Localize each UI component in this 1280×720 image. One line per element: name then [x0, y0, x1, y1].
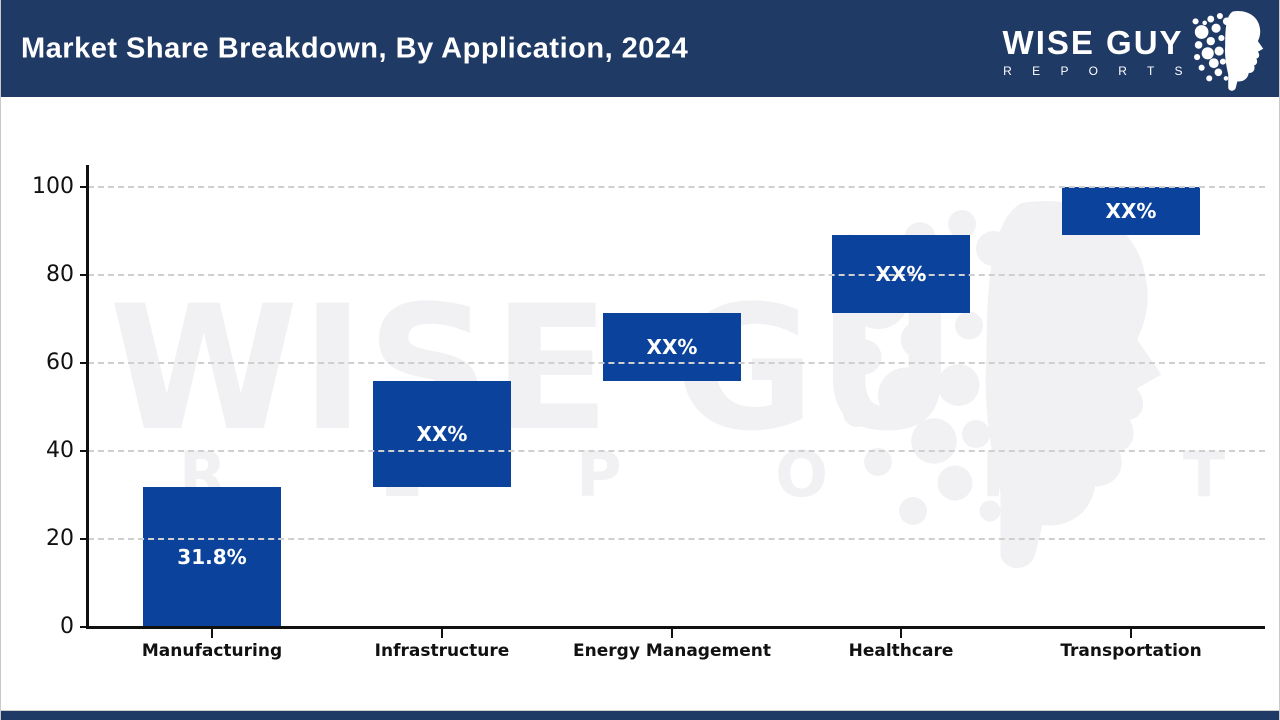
x-tick-mark [211, 629, 213, 638]
brand-logo: WISE GUY R E P O R T S [1003, 4, 1269, 94]
category-label-healthcare: Healthcare [848, 641, 954, 661]
y-tick-label: 60 [46, 350, 74, 375]
x-tick-mark [441, 629, 443, 638]
brand-logo-subtext: R E P O R T S [1003, 64, 1191, 78]
bar-infrastructure [373, 380, 511, 488]
y-tick-mark [80, 186, 88, 188]
gridline-40 [88, 450, 1265, 452]
category-label-infrastructure: Infrastructure [374, 641, 510, 661]
bar-value-label: XX% [646, 334, 698, 359]
y-tick-label: 40 [46, 438, 74, 463]
category-label-manufacturing: Manufacturing [141, 641, 283, 661]
y-tick-label: 0 [60, 614, 74, 639]
x-tick-mark [900, 629, 902, 638]
y-tick-label: 80 [46, 262, 74, 287]
footer-bar [1, 711, 1279, 720]
category-label-energy-management: Energy Management [573, 641, 771, 661]
bar-transportation [1062, 187, 1200, 235]
bar-healthcare [832, 234, 970, 313]
bar-manufacturing [143, 487, 281, 627]
x-axis-line [86, 626, 1265, 629]
y-tick-mark [80, 362, 88, 364]
y-tick-mark [80, 626, 88, 628]
bar-value-label: XX% [416, 421, 468, 446]
bottom-edge-line [1, 710, 1279, 711]
y-tick-mark [80, 450, 88, 452]
gridline-20 [88, 538, 1265, 540]
gridline-100 [88, 186, 1265, 188]
y-axis-line [86, 165, 89, 629]
bar-value-label: XX% [1105, 198, 1157, 223]
chart-title: Market Share Breakdown, By Application, … [21, 32, 689, 64]
gridline-60 [88, 362, 1265, 364]
y-tick-label: 100 [32, 174, 74, 199]
watermark-text: WISE GU [109, 268, 959, 469]
y-tick-mark [80, 274, 88, 276]
y-tick-label: 20 [46, 526, 74, 551]
bar-energy-management [603, 312, 741, 381]
brand-logo-wordmark: WISE GUY [1002, 24, 1184, 61]
gridline-80 [88, 274, 1265, 276]
y-tick-mark [80, 538, 88, 540]
x-tick-mark [1130, 629, 1132, 638]
bar-value-label: 31.8% [177, 545, 247, 570]
category-label-transportation: Transportation [1060, 641, 1202, 661]
bar-value-label: XX% [875, 261, 927, 286]
brand-dotted-head-icon [1192, 11, 1264, 91]
header-bar: Market Share Breakdown, By Application, … [1, 0, 1279, 97]
x-tick-mark [671, 629, 673, 638]
